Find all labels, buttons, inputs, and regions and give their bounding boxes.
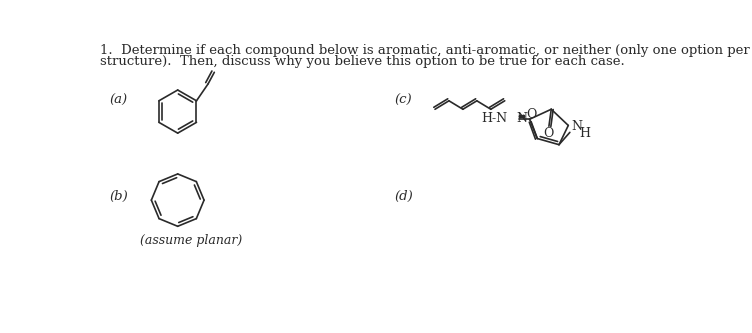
Text: (b): (b) — [110, 190, 129, 203]
Text: N: N — [572, 120, 582, 133]
Text: (c): (c) — [395, 94, 412, 107]
Text: structure).  Then, discuss why you believe this option to be true for each case.: structure). Then, discuss why you believ… — [100, 55, 625, 68]
Text: N: N — [516, 112, 527, 125]
Text: (assume planar): (assume planar) — [141, 234, 243, 247]
Text: (a): (a) — [110, 94, 128, 107]
Text: (d): (d) — [395, 190, 414, 203]
Text: O: O — [526, 108, 536, 121]
Text: 1.  Determine if each compound below is aromatic, anti-aromatic, or neither (onl: 1. Determine if each compound below is a… — [100, 44, 750, 57]
Text: H-N: H-N — [482, 112, 508, 125]
Text: H: H — [579, 127, 590, 140]
Text: O: O — [544, 127, 554, 140]
